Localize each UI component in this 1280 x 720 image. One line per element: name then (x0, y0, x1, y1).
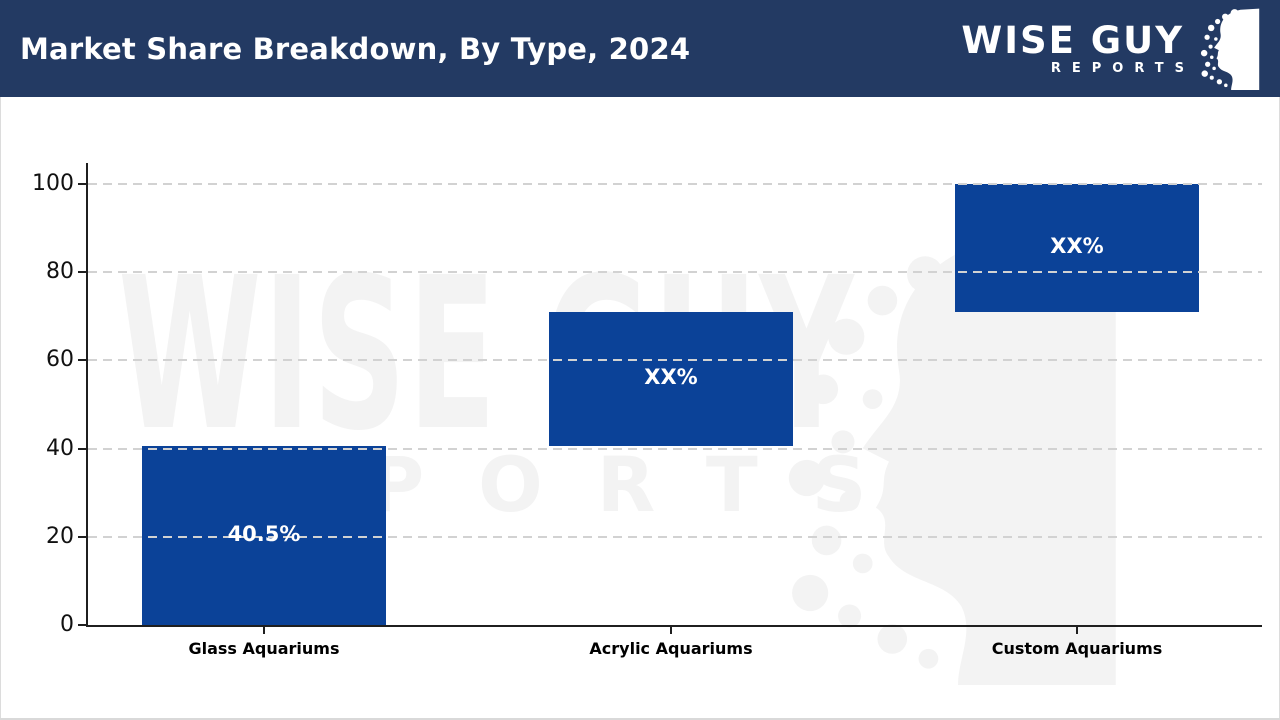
gridline-20 (88, 535, 1262, 538)
face-dots-icon (1200, 8, 1260, 90)
gridline-80 (88, 271, 1262, 274)
y-axis-tick-60 (78, 359, 86, 362)
watermark-face-icon (788, 228, 1116, 685)
y-axis-tick-label: 0 (60, 612, 74, 637)
bar-value-label: XX% (1050, 233, 1104, 258)
y-axis-tick-20 (78, 535, 86, 538)
y-axis-tick-100 (78, 183, 86, 185)
y-axis-line (86, 163, 88, 627)
x-axis-category-label: Custom Aquariums (991, 639, 1163, 658)
header: Market Share Breakdown, By Type, 2024 WI… (0, 0, 1280, 97)
logo-text: WISE GUY REPORTS (961, 22, 1184, 76)
gridline-100 (88, 183, 1262, 185)
page-title: Market Share Breakdown, By Type, 2024 (20, 31, 691, 66)
y-axis-tick-0 (78, 624, 86, 626)
bar-segment (549, 311, 793, 447)
y-axis-tick-label: 60 (46, 347, 74, 373)
gridline-40 (88, 447, 1262, 450)
x-axis-category-label: Glass Aquariums (188, 639, 340, 658)
x-axis-category-label: Acrylic Aquariums (589, 639, 753, 658)
bar-segment (955, 184, 1199, 312)
y-axis-tick-label: 80 (46, 259, 74, 285)
logo-wordmark: WISE GUY (961, 18, 1184, 62)
x-axis-tick (263, 626, 265, 634)
y-axis-tick-40 (78, 447, 86, 450)
x-axis-tick (670, 626, 672, 634)
y-axis-tick-label: 40 (46, 435, 74, 461)
gridline-60 (88, 359, 1262, 362)
bar-value-label: XX% (644, 365, 698, 390)
y-axis-tick-label: 20 (46, 523, 74, 549)
bar-segment (142, 446, 386, 625)
y-axis-tick-80 (78, 271, 86, 274)
x-axis-tick (1076, 626, 1078, 634)
x-axis-line (86, 625, 1262, 627)
logo-subtitle: REPORTS (1050, 60, 1195, 76)
brand-logo: WISE GUY REPORTS (961, 8, 1266, 90)
y-axis-tick-label: 100 (32, 171, 74, 196)
bar-value-label: 40.5% (227, 521, 301, 546)
